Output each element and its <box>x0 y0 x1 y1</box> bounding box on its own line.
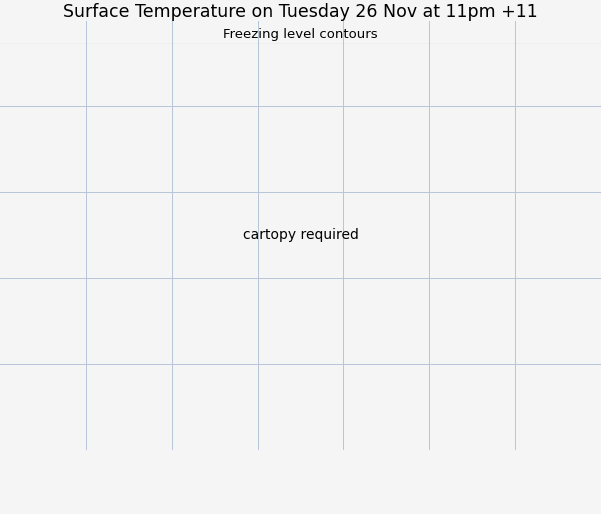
Text: cartopy required: cartopy required <box>243 228 358 242</box>
Text: Surface Temperature on Tuesday 26 Nov at 11pm +11: Surface Temperature on Tuesday 26 Nov at… <box>63 3 538 21</box>
Text: Freezing level contours: Freezing level contours <box>223 28 378 41</box>
